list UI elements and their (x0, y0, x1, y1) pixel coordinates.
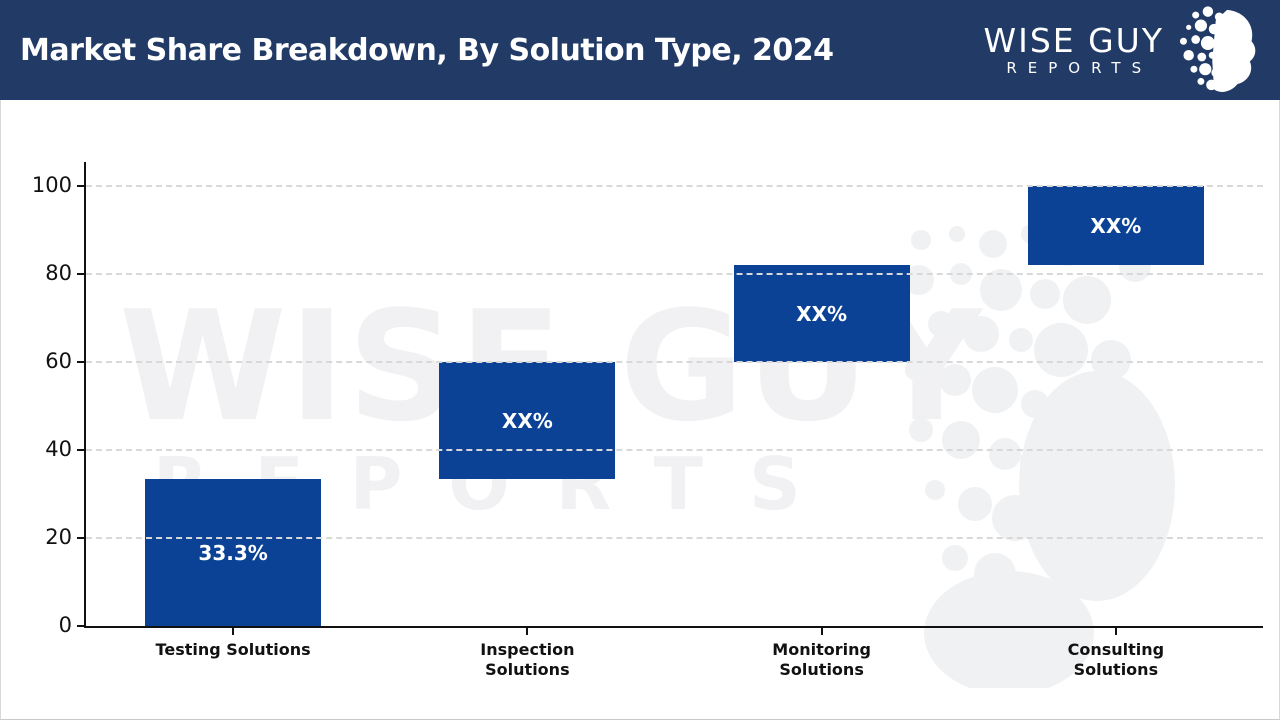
bar-value-label: XX% (796, 301, 848, 326)
x-axis-label: Monitoring Solutions (772, 640, 871, 679)
chart-area: WISE GUY REPORTS 0 20 40 60 80 100 33 (0, 100, 1280, 720)
logo-reports-text: REPORTS (1006, 59, 1153, 77)
chart-title: Market Share Breakdown, By Solution Type… (20, 32, 834, 68)
bar-consulting-solutions (1027, 186, 1204, 266)
y-axis-tick (77, 625, 84, 627)
bar-monitoring-solutions (733, 265, 910, 362)
y-axis-tick (77, 449, 84, 451)
logo-wiseguy-text: WISE GUY (983, 21, 1164, 60)
bar-value-label: XX% (1090, 213, 1142, 238)
x-axis-tick (232, 628, 235, 635)
bar-value-label: XX% (501, 408, 553, 433)
x-axis-label: Inspection Solutions (480, 640, 575, 679)
gridline (86, 537, 1263, 539)
x-axis-tick (526, 628, 529, 635)
x-axis-tick (1114, 628, 1117, 635)
gridline (86, 449, 1263, 451)
y-axis-tick (77, 185, 84, 187)
logo-text: WISE GUY REPORTS (983, 24, 1164, 76)
bar-inspection-solutions (439, 362, 616, 480)
x-axis-tick (820, 628, 823, 635)
gridline (86, 185, 1263, 187)
y-axis-label: 0 (58, 613, 72, 637)
x-axis-label: Testing Solutions (155, 640, 311, 659)
x-axis-spine (84, 626, 1263, 628)
bar-value-label: 33.3% (198, 540, 268, 565)
header: Market Share Breakdown, By Solution Type… (0, 0, 1280, 100)
y-axis-tick (77, 537, 84, 539)
y-axis-label: 40 (45, 437, 72, 461)
y-axis-label: 20 (45, 525, 72, 549)
y-axis-tick (77, 273, 84, 275)
bar-testing-solutions (145, 479, 322, 626)
y-axis-tick (77, 361, 84, 363)
gridline (86, 273, 1263, 275)
y-axis-spine (84, 162, 86, 628)
y-axis-label: 60 (45, 349, 72, 373)
wiseguy-logo: WISE GUY REPORTS (983, 4, 1262, 96)
y-axis-label: 80 (45, 261, 72, 285)
gridline (86, 361, 1263, 363)
x-axis-label: Consulting Solutions (1067, 640, 1165, 679)
logo-head-icon (1179, 6, 1256, 92)
plot: 0 20 40 60 80 100 33.3% Testing Solutions XX% Ins… (1, 100, 1279, 719)
y-axis-label: 100 (31, 173, 72, 197)
